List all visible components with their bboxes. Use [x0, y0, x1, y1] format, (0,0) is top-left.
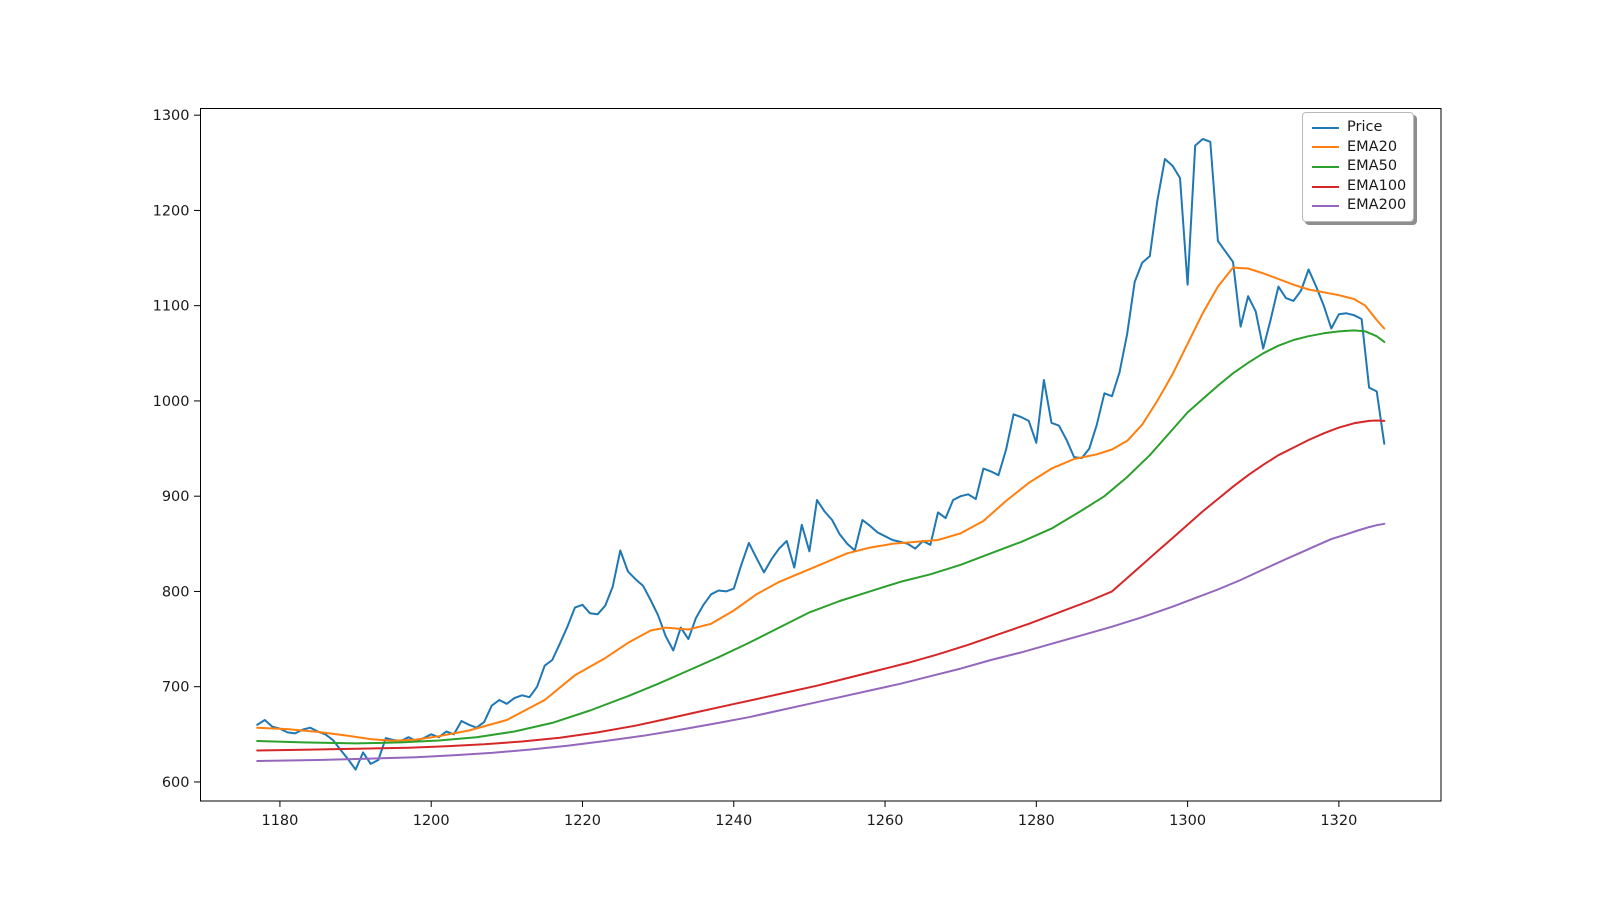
x-tick-label: 1220 — [564, 813, 601, 829]
legend-line-sample-ema50 — [1312, 165, 1339, 168]
y-tick-label: 1300 — [153, 108, 190, 124]
series-line-ema50 — [256, 329, 1386, 745]
legend-line-sample-price — [1312, 126, 1339, 129]
x-tick-label: 1280 — [1018, 813, 1055, 829]
legend-entry-price: Price — [1312, 118, 1404, 138]
legend-label-ema50: EMA50 — [1347, 158, 1398, 175]
axes-frame — [200, 108, 1442, 802]
y-tick-label: 700 — [162, 680, 190, 696]
series-line-ema20 — [256, 266, 1386, 742]
legend-label-ema200: EMA200 — [1347, 197, 1407, 214]
legend-entry-ema200: EMA200 — [1312, 196, 1407, 216]
x-tick-label: 1320 — [1320, 813, 1357, 829]
legend: Price EMA20 EMA50 EMA100 EMA200 — [1302, 112, 1414, 222]
y-tick-label: 1100 — [153, 299, 190, 315]
x-tick-label: 1300 — [1169, 813, 1206, 829]
legend-label-ema100: EMA100 — [1347, 177, 1407, 194]
x-tick-label: 1240 — [715, 813, 752, 829]
legend-line-sample-ema100 — [1312, 185, 1339, 188]
y-tick-label: 900 — [162, 489, 190, 505]
y-tick-label: 800 — [162, 584, 190, 600]
legend-entry-ema20: EMA20 — [1312, 138, 1404, 158]
legend-line-sample-ema200 — [1312, 205, 1339, 208]
series-line-ema100 — [256, 419, 1386, 752]
legend-label-price: Price — [1347, 119, 1383, 135]
y-tick-label: 1000 — [153, 394, 190, 410]
x-tick-label: 1260 — [867, 813, 904, 829]
legend-label-ema20: EMA20 — [1347, 138, 1398, 155]
x-tick-label: 1200 — [413, 813, 450, 829]
x-tick-label: 1180 — [261, 813, 298, 829]
y-tick-label: 1200 — [153, 203, 190, 219]
series-line-price — [256, 138, 1386, 771]
series-line-ema200 — [256, 522, 1386, 762]
legend-line-sample-ema20 — [1312, 146, 1339, 149]
legend-entry-ema50: EMA50 — [1312, 157, 1404, 177]
legend-entry-ema100: EMA100 — [1312, 177, 1407, 197]
y-tick-label: 600 — [162, 775, 190, 791]
